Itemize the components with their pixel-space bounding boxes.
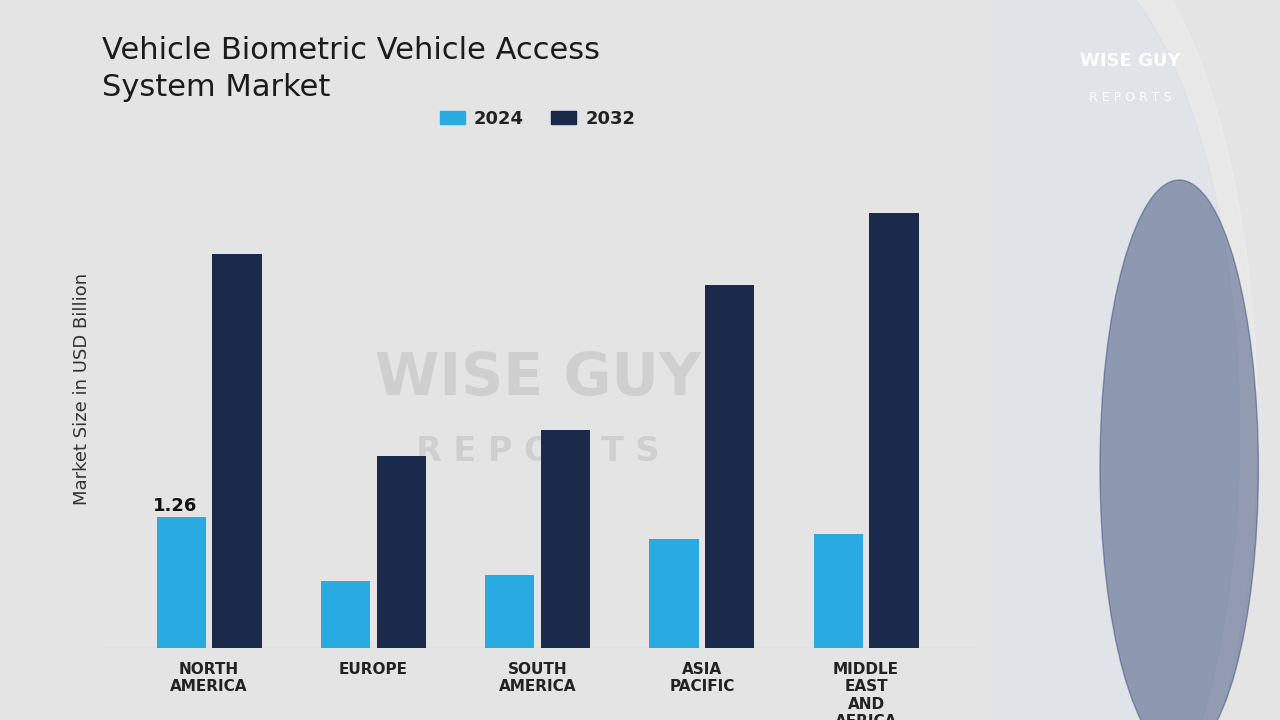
Bar — [212, 254, 261, 648]
Bar — [376, 456, 426, 648]
Bar — [869, 212, 919, 648]
Legend: 2024, 2032: 2024, 2032 — [433, 102, 643, 135]
Bar — [321, 580, 370, 648]
Bar — [541, 431, 590, 648]
Text: R E P O R T S: R E P O R T S — [1089, 91, 1171, 104]
Bar — [485, 575, 534, 648]
Text: WISE GUY: WISE GUY — [375, 350, 700, 407]
Bar — [156, 518, 206, 648]
Bar — [705, 285, 754, 648]
Circle shape — [842, 0, 1257, 720]
Bar — [649, 539, 699, 648]
Ellipse shape — [1100, 180, 1258, 720]
Text: WISE GUY: WISE GUY — [1080, 52, 1180, 70]
Bar — [814, 534, 863, 648]
Circle shape — [847, 0, 1239, 720]
Y-axis label: Market Size in USD Billion: Market Size in USD Billion — [73, 273, 91, 505]
Text: 1.26: 1.26 — [154, 497, 197, 515]
Text: Vehicle Biometric Vehicle Access
System Market: Vehicle Biometric Vehicle Access System … — [102, 36, 600, 102]
Text: R E P O R T S: R E P O R T S — [416, 434, 659, 467]
